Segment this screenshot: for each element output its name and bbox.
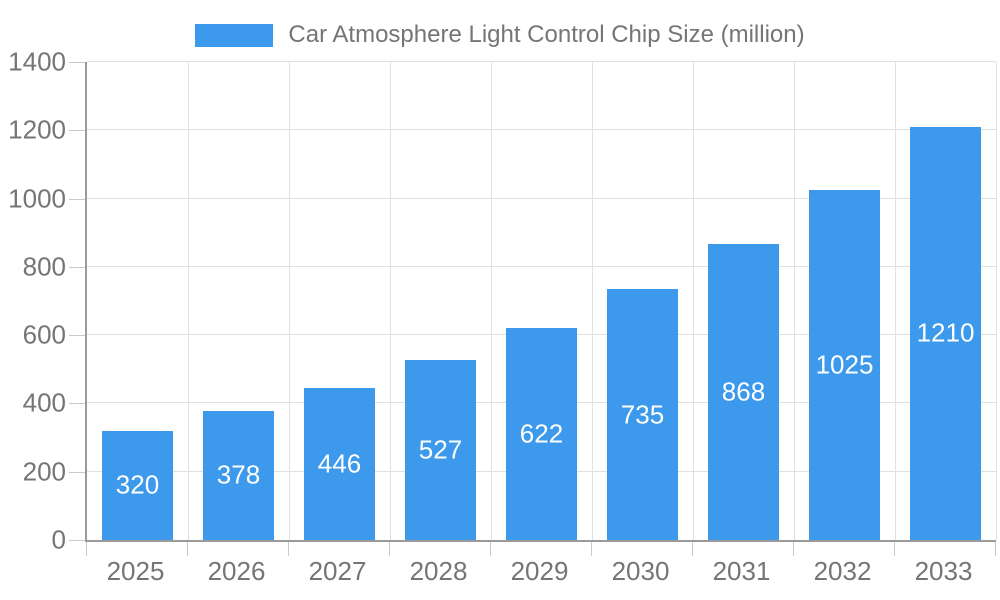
x-gridline (592, 62, 593, 540)
x-axis-tick (893, 542, 895, 556)
y-axis-tick (69, 403, 85, 405)
y-axis-tick (69, 540, 85, 541)
bar-value-label: 320 (115, 469, 160, 500)
bar-value-label: 1210 (916, 317, 975, 348)
x-axis-tick (691, 542, 693, 556)
y-axis-tick (69, 198, 85, 200)
x-axis-tick (186, 542, 188, 556)
x-axis-tick (793, 542, 794, 556)
x-axis-tick (489, 542, 491, 556)
x-axis-tick-label: 2028 (409, 556, 468, 586)
bar-2026[interactable]: 378 (202, 410, 275, 540)
bar-2027[interactable]: 446 (303, 387, 376, 540)
x-axis-tick-label: 2030 (611, 556, 670, 586)
y-axis-tick-label: 600 (22, 319, 66, 350)
x-axis-tick (995, 542, 996, 556)
y-axis-tick (69, 335, 85, 337)
y-axis-tick (69, 266, 85, 268)
x-gridline (895, 62, 896, 540)
y-axis-tick (69, 471, 85, 473)
bar-2030[interactable]: 735 (606, 289, 679, 540)
y-axis-tick-label: 1400 (8, 46, 66, 77)
plot-area: 320 378 446 527 622 735 868 1025 1210 (69, 61, 997, 556)
y-axis-tick-label: 0 (51, 524, 66, 555)
y-axis-tick-label: 1000 (8, 183, 66, 214)
x-axis-tick-label: 2027 (308, 556, 367, 586)
bar-2028[interactable]: 527 (404, 360, 477, 540)
bar-value-label: 868 (721, 376, 766, 407)
bar-2031[interactable]: 868 (707, 243, 780, 540)
x-axis-tick-label: 2026 (207, 556, 266, 586)
x-axis-tick-label: 2031 (712, 556, 771, 586)
y-gridline (87, 61, 996, 62)
x-axis-tick (388, 542, 390, 556)
y-axis-tick-label: 400 (22, 387, 66, 418)
x-axis-tick-label: 2032 (813, 556, 872, 586)
bar-value-label: 735 (620, 399, 665, 430)
legend-label: Car Atmosphere Light Control Chip Size (… (288, 21, 805, 48)
x-gridline (692, 62, 694, 540)
y-axis-tick (69, 130, 85, 132)
bar-2032[interactable]: 1025 (808, 190, 881, 540)
y-gridline (87, 197, 996, 199)
legend-swatch-icon (195, 23, 274, 47)
x-axis-tick-label: 2029 (510, 556, 569, 586)
y-axis-tick (69, 62, 85, 63)
x-gridline (289, 62, 290, 540)
x-gridline (389, 62, 391, 540)
x-axis-labels: 2025 2026 2027 2028 2029 2030 2031 2032 2033 (85, 556, 994, 590)
y-axis-tick-label: 1200 (8, 114, 66, 145)
bar-2029[interactable]: 622 (505, 327, 578, 540)
x-gridline (188, 62, 189, 540)
bar-value-label: 378 (216, 459, 261, 490)
x-axis-tick (591, 542, 592, 556)
y-axis-tick-label: 800 (22, 251, 66, 282)
y-axis-tick-label: 200 (22, 456, 66, 487)
y-axis-labels: 0 200 400 600 800 1000 1200 1400 (0, 47, 85, 555)
x-gridline (794, 62, 795, 540)
x-axis-tick (287, 542, 289, 556)
bar-value-label: 622 (519, 418, 564, 449)
bar-value-label: 1025 (815, 349, 874, 380)
chart-legend[interactable]: Car Atmosphere Light Control Chip Size (… (0, 21, 1000, 49)
bar-2025[interactable]: 320 (101, 430, 174, 540)
x-gridline (491, 62, 492, 540)
y-gridline (87, 265, 996, 267)
x-gridline (996, 62, 997, 540)
x-axis-tick (86, 542, 87, 556)
bar-2033[interactable]: 1210 (909, 126, 982, 540)
bar-value-label: 446 (317, 448, 362, 479)
x-axis-tick-label: 2033 (914, 556, 973, 586)
x-axis-tick-label: 2025 (106, 556, 165, 586)
bar-value-label: 527 (418, 434, 463, 465)
y-gridline (87, 129, 996, 131)
